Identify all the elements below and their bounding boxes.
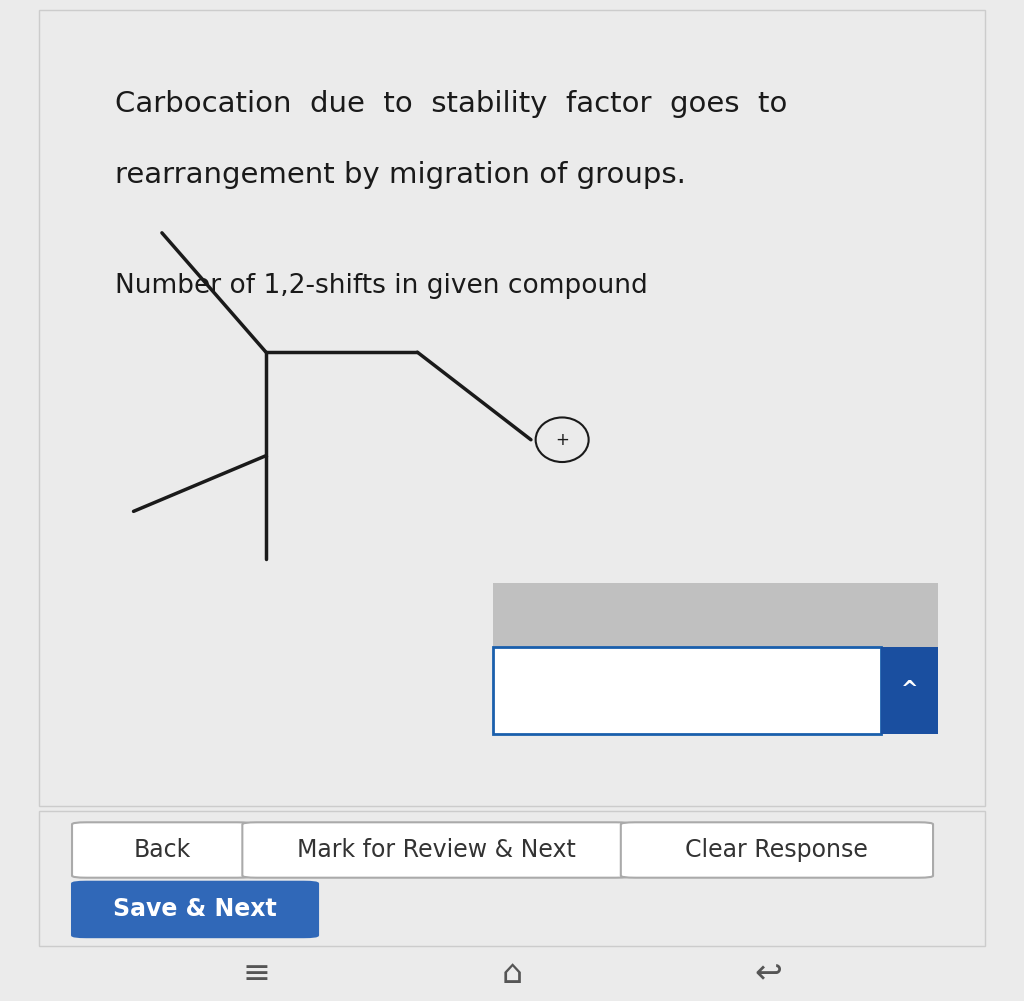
Text: Save & Next: Save & Next: [114, 898, 276, 922]
Text: ≡: ≡: [242, 957, 270, 990]
FancyBboxPatch shape: [243, 822, 631, 878]
Text: Clear Response: Clear Response: [685, 838, 868, 862]
FancyBboxPatch shape: [72, 882, 318, 937]
Text: ⌂: ⌂: [502, 957, 522, 990]
Text: +: +: [555, 430, 569, 448]
Text: Mark for Review & Next: Mark for Review & Next: [297, 838, 575, 862]
FancyBboxPatch shape: [494, 647, 881, 734]
Text: rearrangement by migration of groups.: rearrangement by migration of groups.: [115, 161, 685, 189]
FancyBboxPatch shape: [621, 822, 933, 878]
Text: ↩: ↩: [754, 957, 782, 990]
Text: Back: Back: [133, 838, 190, 862]
FancyBboxPatch shape: [72, 822, 252, 878]
Text: Carbocation  due  to  stability  factor  goes  to: Carbocation due to stability factor goes…: [115, 89, 787, 117]
Text: Number of 1,2-shifts in given compound: Number of 1,2-shifts in given compound: [115, 272, 647, 298]
Text: ^: ^: [901, 681, 919, 701]
FancyBboxPatch shape: [494, 583, 938, 647]
FancyBboxPatch shape: [881, 647, 938, 734]
